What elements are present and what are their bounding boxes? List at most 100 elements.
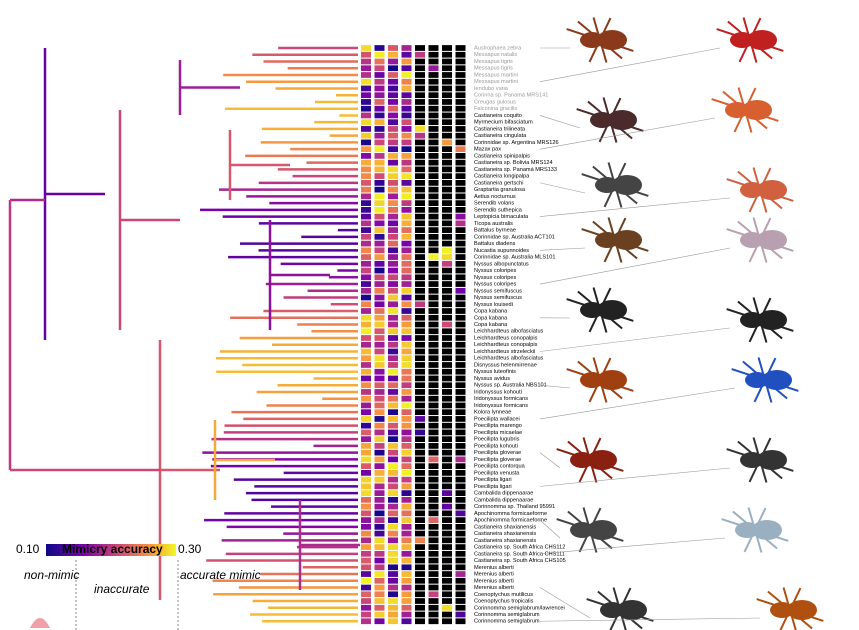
heat-cell: [442, 314, 452, 321]
heat-cell: [374, 200, 385, 206]
heat-cell: [374, 213, 385, 220]
heat-cell: [442, 65, 452, 72]
species-label: Apochinomma formicaeforme: [474, 518, 547, 524]
heat-cell: [361, 564, 371, 571]
heat-cell: [374, 395, 385, 402]
heat-cell: [428, 233, 439, 240]
heat-cell: [361, 126, 371, 132]
heat-cell: [428, 618, 439, 625]
heat-cell: [415, 557, 425, 564]
heat-cell: [415, 490, 425, 496]
heat-cell: [361, 496, 371, 503]
species-label: Poecilipta venusta: [474, 470, 520, 476]
heat-cell: [401, 193, 412, 200]
species-label: Leichhardteus conopalpis: [474, 342, 538, 348]
heat-cell: [361, 409, 371, 416]
heat-cell: [361, 598, 371, 604]
species-label: Battalus byrneae: [474, 228, 516, 234]
heat-cell: [428, 355, 439, 362]
heat-cell: [455, 58, 466, 65]
heat-cell: [401, 180, 412, 186]
heat-cell: [455, 314, 466, 321]
heat-cell: [374, 463, 385, 470]
heat-cell: [428, 45, 439, 51]
heat-cell: [388, 510, 398, 517]
heat-cell: [401, 287, 412, 294]
heat-cell: [455, 254, 466, 260]
heat-cell: [361, 112, 371, 119]
heat-cell: [415, 375, 425, 382]
heat-cell: [455, 45, 466, 51]
heat-cell: [361, 321, 371, 328]
heat-cell: [401, 470, 412, 476]
heat-cell: [415, 449, 425, 456]
heat-cell: [415, 65, 425, 72]
heat-cell: [415, 321, 425, 328]
species-label: Castianeira sp. Bolivia MRS124: [474, 160, 553, 166]
heat-cell: [442, 186, 452, 193]
heat-cell: [455, 355, 466, 362]
heat-cell: [388, 496, 398, 503]
heat-cell: [455, 213, 466, 220]
heat-cell: [361, 368, 371, 375]
heat-cell: [361, 490, 371, 496]
heat-cell: [388, 523, 398, 530]
heat-cell: [388, 294, 398, 301]
heat-cell: [388, 503, 398, 510]
heat-cell: [401, 119, 412, 126]
heat-cell: [401, 422, 412, 429]
heat-cell: [455, 72, 466, 78]
heat-cell: [401, 409, 412, 416]
heat-cell: [374, 180, 385, 186]
heat-cell: [401, 611, 412, 618]
heat-cell: [401, 85, 412, 92]
heatmap: [361, 45, 466, 625]
heat-cell: [388, 220, 398, 227]
heat-cell: [374, 503, 385, 510]
heat-cell: [388, 227, 398, 233]
heat-cell: [455, 186, 466, 193]
heat-cell: [388, 375, 398, 382]
heat-cell: [442, 301, 452, 308]
spider-body: [587, 520, 617, 540]
heat-cell: [388, 389, 398, 395]
heat-cell: [442, 395, 452, 402]
heat-cell: [401, 99, 412, 105]
heat-cell: [401, 233, 412, 240]
heat-cell: [401, 476, 412, 483]
heat-cell: [374, 260, 385, 267]
spider-body: [740, 312, 764, 328]
leader-line: [539, 115, 581, 129]
heat-cell: [374, 496, 385, 503]
heat-cell: [361, 335, 371, 341]
heat-cell: [401, 341, 412, 348]
heat-cell: [374, 287, 385, 294]
heat-cell: [388, 105, 398, 112]
heat-cell: [361, 294, 371, 301]
heat-cell: [388, 550, 398, 557]
heat-cell: [455, 173, 466, 180]
heat-cell: [361, 51, 371, 58]
heat-cell: [374, 618, 385, 625]
heat-cell: [442, 45, 452, 51]
colorbar: [46, 544, 176, 556]
heat-cell: [415, 294, 425, 301]
species-label: Coenoptychus mutilicus: [474, 592, 533, 598]
spider-body: [757, 230, 787, 250]
heat-cell: [428, 321, 439, 328]
heat-cell: [455, 247, 466, 254]
heat-cell: [415, 362, 425, 368]
phylogeny: [8, 46, 360, 623]
heat-cell: [374, 132, 385, 139]
spider-body: [580, 32, 604, 48]
heat-cell: [428, 146, 439, 153]
heat-cell: [388, 274, 398, 281]
heat-cell: [388, 45, 398, 51]
heat-cell: [455, 395, 466, 402]
heat-cell: [415, 571, 425, 577]
heat-cell: [374, 598, 385, 604]
spider-body: [757, 450, 787, 470]
spider-body: [597, 30, 627, 50]
heat-cell: [401, 463, 412, 470]
heat-cell: [455, 382, 466, 389]
